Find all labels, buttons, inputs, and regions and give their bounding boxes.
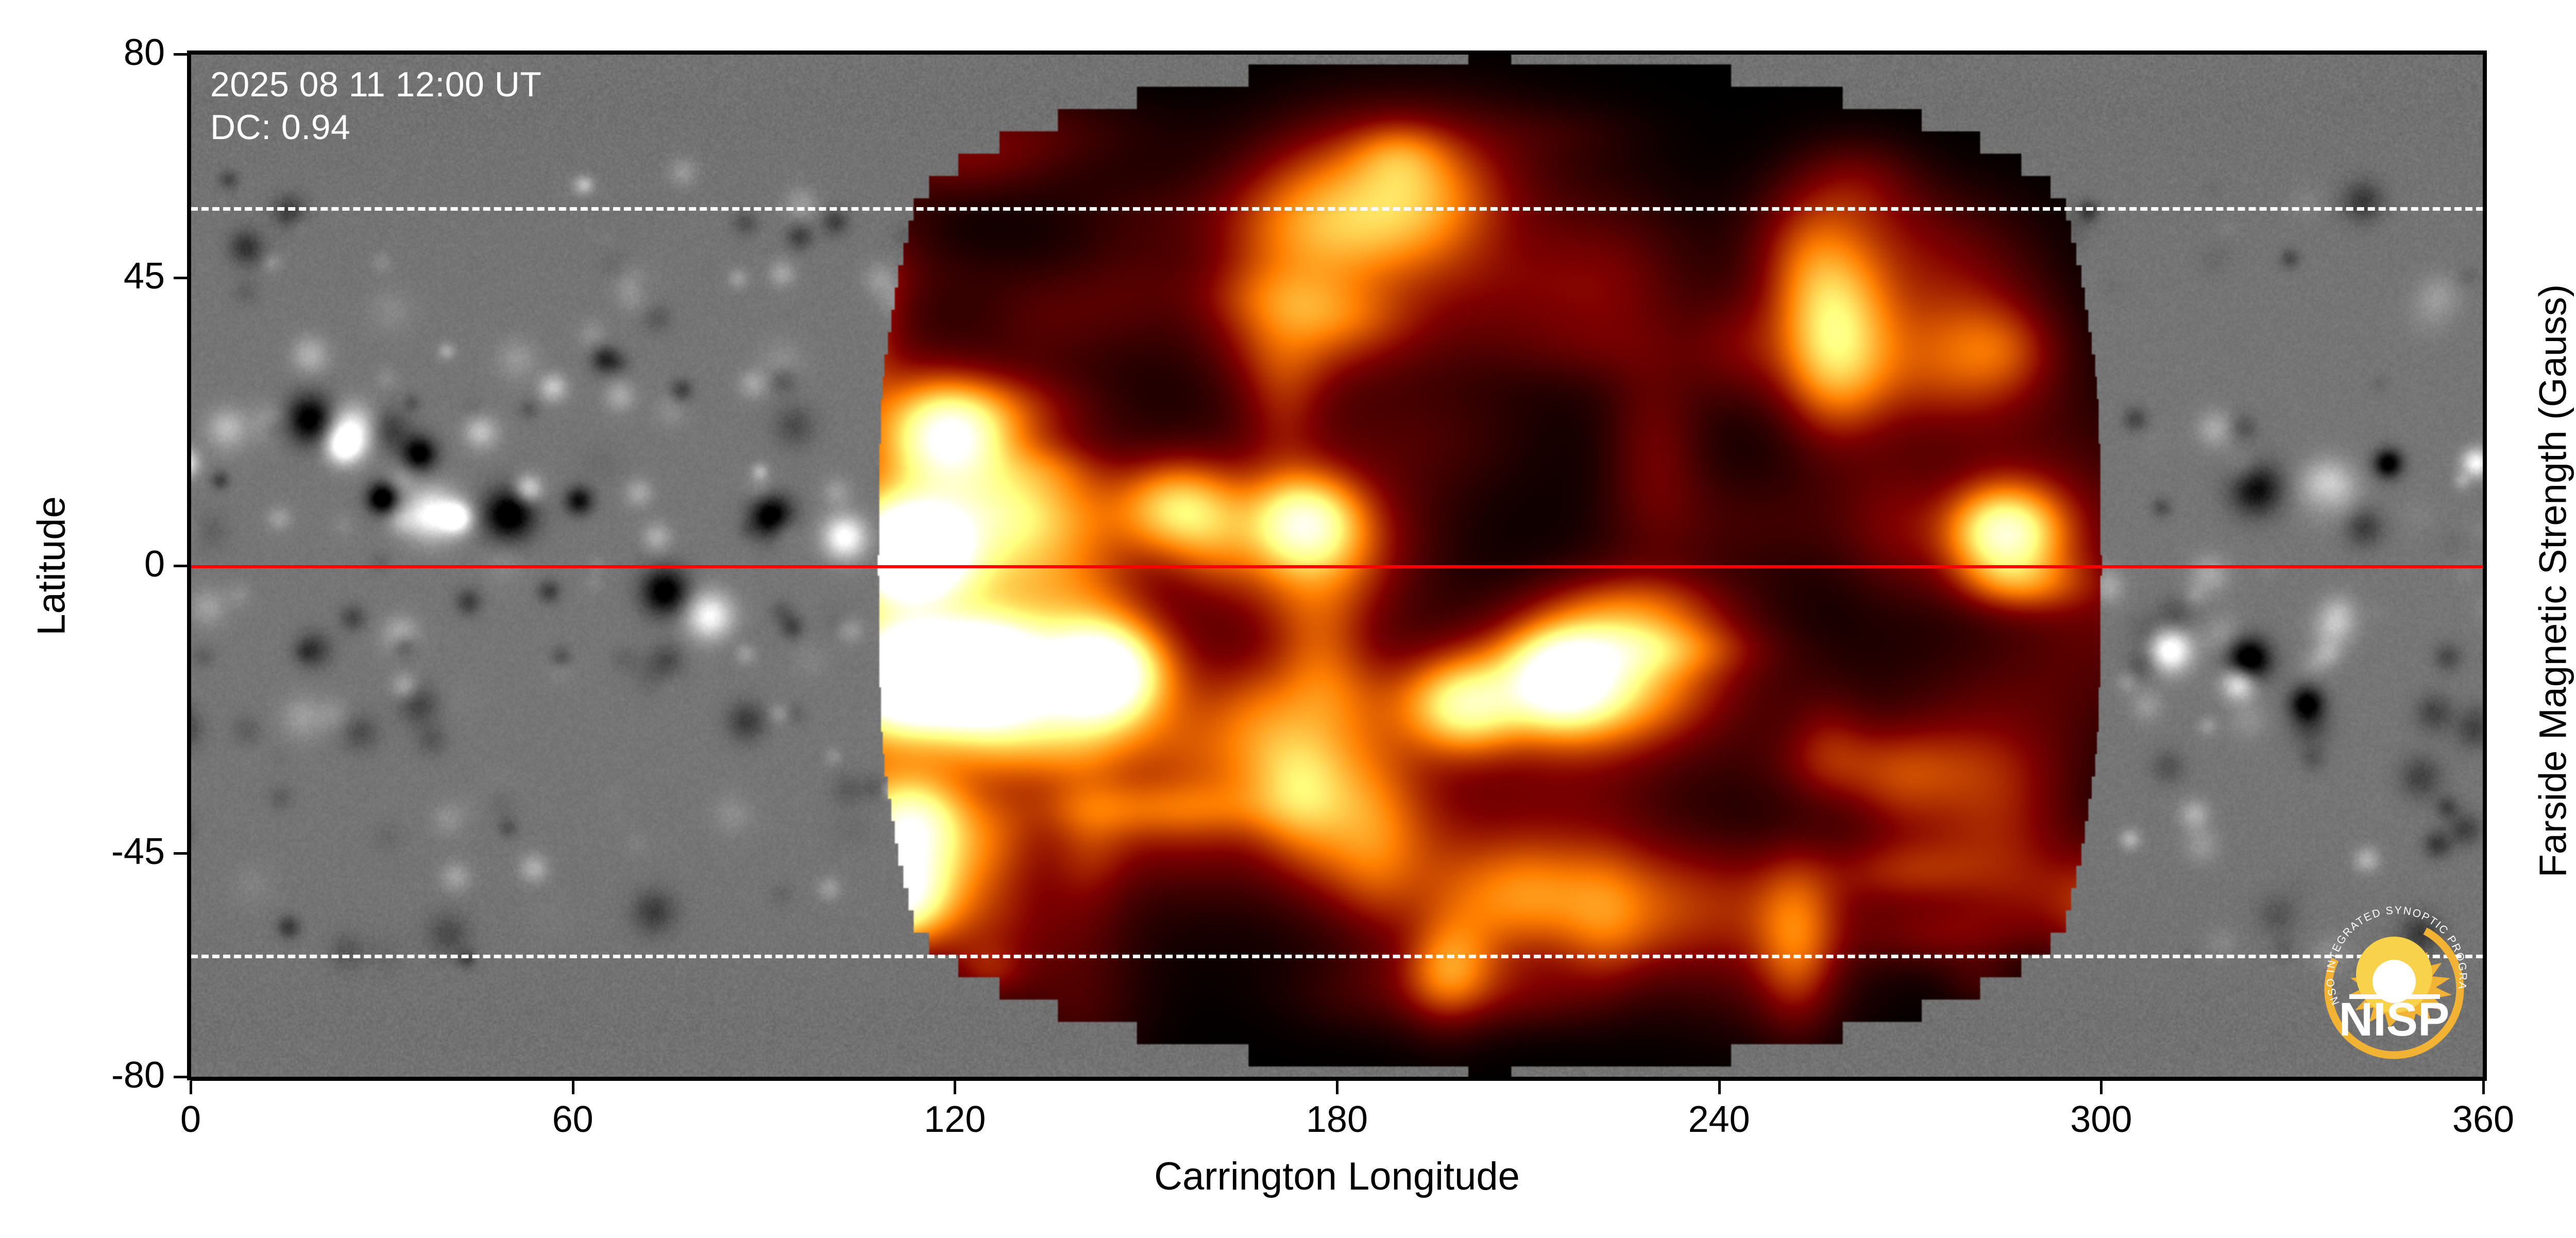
x-tick-mark [190,1081,192,1094]
south-limit-dashed-line [191,955,2483,958]
y-tick-mark [174,1076,187,1078]
x-tick-label: 300 [2070,1099,2132,1140]
x-tick-mark [1336,1081,1338,1094]
axes-spine-right [2483,50,2487,1080]
y-tick-mark [174,277,187,280]
x-axis-label: Carrington Longitude [1154,1155,1520,1198]
y-tick-mark [174,852,187,855]
x-tick-label: 360 [2452,1099,2515,1140]
x-tick-mark [954,1081,957,1094]
logo-wordmark: NISP [2339,993,2450,1046]
x-tick-mark [2482,1081,2485,1094]
y-tick-label: 80 [123,32,165,73]
x-tick-label: 180 [1306,1099,1368,1140]
equator-line [191,565,2483,568]
x-tick-mark [571,1081,574,1094]
y-axis-label: Latitude [29,496,74,636]
north-limit-dashed-line [191,207,2483,211]
x-tick-label: 120 [924,1099,986,1140]
y-tick-mark [174,564,187,567]
magnetic-synoptic-map-axes: 2025 08 11 12:00 UT DC: 0.94 [191,54,2483,1077]
y-tick-label: -80 [111,1055,165,1096]
logo-underline [2349,994,2440,999]
x-tick-label: 240 [1688,1099,1750,1140]
x-tick-label: 60 [552,1099,594,1140]
annotation-datetime: 2025 08 11 12:00 UT [210,65,542,104]
y-tick-mark [174,53,187,56]
y-tick-label: 0 [144,543,165,585]
logo-sun-core [2372,960,2416,1003]
y-tick-label: 45 [123,256,165,297]
y-tick-label: -45 [111,830,165,872]
axes-spine-left [187,50,191,1080]
nisp-logo: NISP NSO INTEGRATED SYNOPTIC PROGRAM [2309,897,2479,1067]
nisp-logo-svg: NISP NSO INTEGRATED SYNOPTIC PROGRAM [2309,897,2468,1059]
axes-spine-bottom [191,1077,2487,1081]
x-tick-mark [1718,1081,1721,1094]
annotation-duty-cycle: DC: 0.94 [210,107,351,147]
x-tick-mark [2100,1081,2103,1094]
observation-annotation: 2025 08 11 12:00 UT DC: 0.94 [210,63,541,149]
farside-colorbar-label: Farside Magnetic Strength (Gauss) [2531,284,2574,878]
x-tick-label: 0 [180,1099,201,1140]
axes-spine-top [191,50,2483,55]
